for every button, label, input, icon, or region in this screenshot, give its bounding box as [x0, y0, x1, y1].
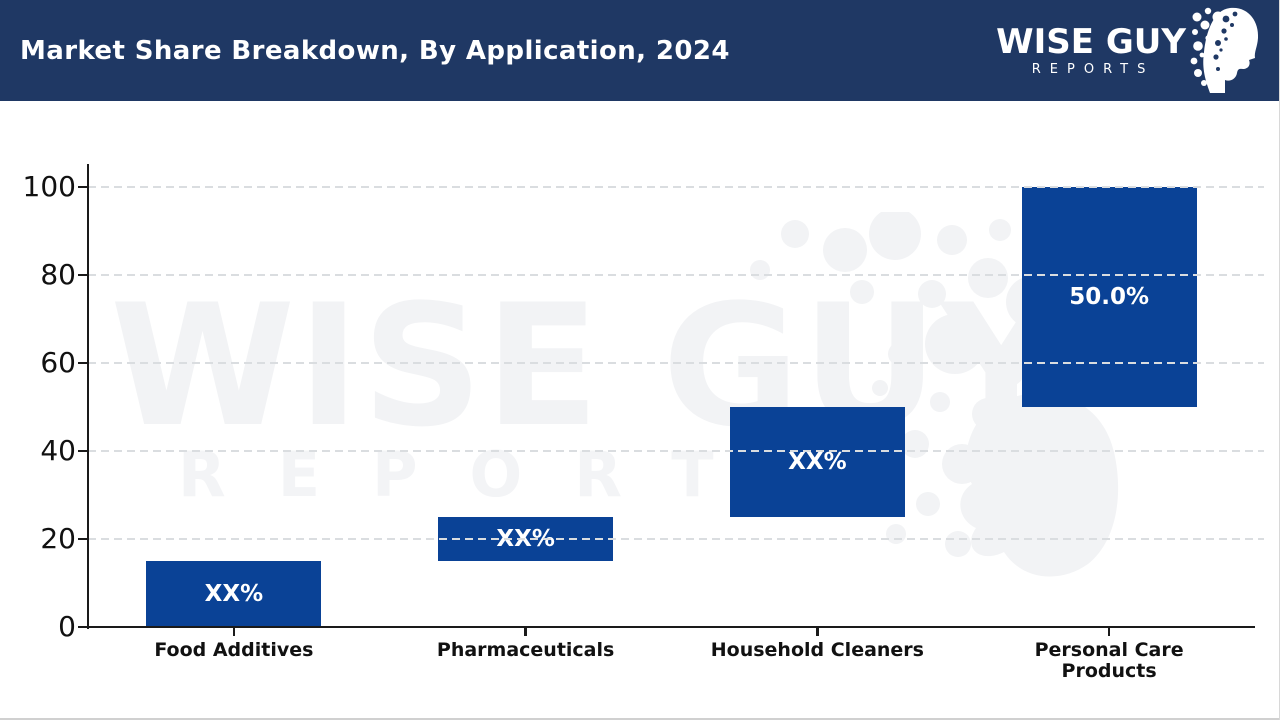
y-tick-label-100: 100: [22, 170, 76, 203]
gridline-40: [88, 450, 1264, 452]
gridline-100: [88, 186, 1264, 188]
header-bar: Market Share Breakdown, By Application, …: [0, 0, 1279, 101]
y-tick-label-0: 0: [58, 610, 76, 643]
bar-value-label: 50.0%: [1069, 284, 1150, 310]
bottom-rule: [0, 718, 1279, 720]
y-tick-label-20: 20: [40, 522, 76, 555]
y-tick-label-60: 60: [40, 346, 76, 379]
bar-food-additives: XX%: [146, 561, 322, 627]
logo-text: WISE GUY REPORTS: [996, 25, 1186, 76]
gridline-60: [88, 362, 1264, 364]
y-tick-label-80: 80: [40, 258, 76, 291]
bar-value-label: XX%: [788, 449, 847, 475]
x-tick-mark: [524, 628, 527, 636]
x-tick-mark: [232, 628, 236, 636]
x-category-label: Pharmaceuticals: [436, 639, 615, 661]
x-category-label: Household Cleaners: [710, 639, 924, 661]
x-category-label: Personal Care Products: [1034, 639, 1184, 682]
y-tick-mark-20: [78, 537, 87, 541]
y-axis-line: [86, 164, 89, 629]
x-category-label: Food Additives: [154, 639, 314, 661]
gridline-20: [88, 538, 1264, 540]
gridline-80: [88, 274, 1264, 276]
x-tick-mark: [816, 628, 819, 636]
wise-guy-reports-logo: WISE GUY REPORTS: [996, 5, 1262, 97]
bar-value-label: XX%: [204, 581, 264, 607]
x-tick-mark: [1107, 628, 1111, 636]
bar-household-cleaners: XX%: [729, 407, 905, 517]
x-axis-line: [86, 625, 1255, 628]
logo-head-icon: [1188, 5, 1262, 97]
y-tick-mark-100: [78, 185, 87, 189]
y-tick-label-40: 40: [40, 434, 76, 467]
y-tick-mark-60: [78, 361, 87, 365]
y-tick-mark-0: [78, 625, 87, 629]
chart-title: Market Share Breakdown, By Application, …: [20, 35, 730, 66]
logo-subtitle: REPORTS: [1031, 62, 1155, 77]
y-tick-mark-80: [78, 273, 87, 277]
y-tick-mark-40: [78, 449, 87, 453]
logo-wordmark: WISE GUY: [996, 22, 1186, 62]
bar-personal-care-products: 50.0%: [1021, 187, 1197, 407]
